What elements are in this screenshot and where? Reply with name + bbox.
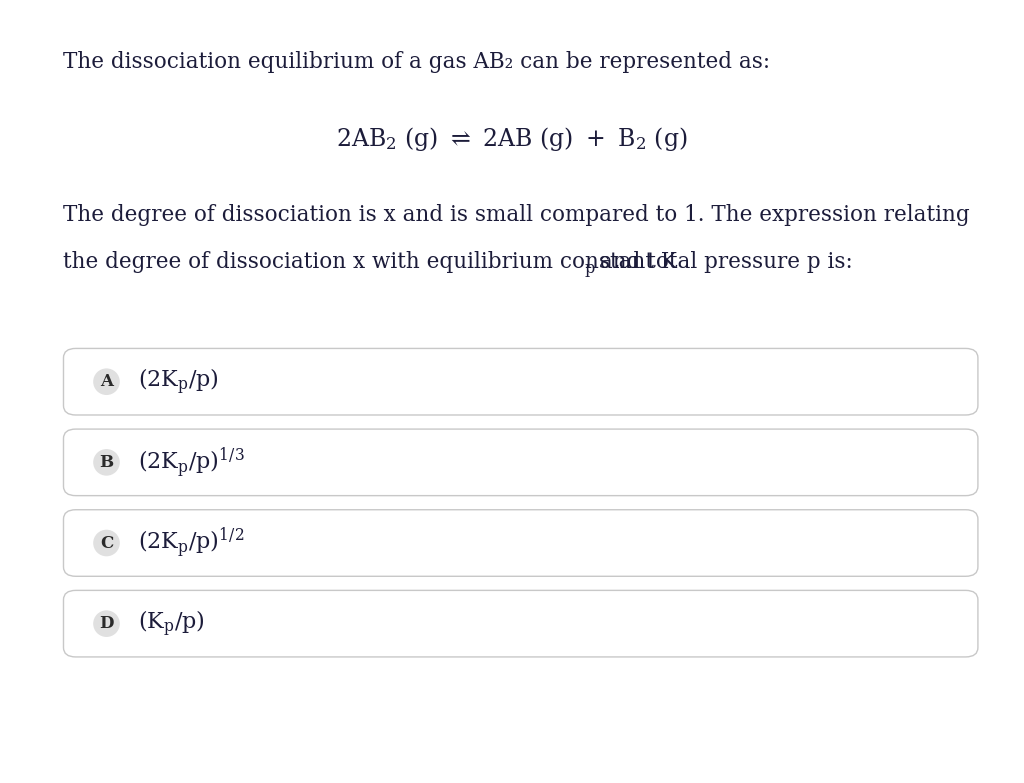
Text: C: C	[100, 535, 113, 551]
Ellipse shape	[93, 449, 120, 476]
Text: The dissociation equilibrium of a gas AB₂ can be represented as:: The dissociation equilibrium of a gas AB…	[63, 51, 771, 73]
Text: $\mathregular{(2K_p/p)^{1/2}}$: $\mathregular{(2K_p/p)^{1/2}}$	[138, 525, 245, 561]
Ellipse shape	[93, 529, 120, 557]
Text: B: B	[99, 454, 114, 471]
FancyBboxPatch shape	[63, 510, 978, 576]
FancyBboxPatch shape	[63, 348, 978, 415]
Text: $\mathregular{2AB_2\ (g)\ \rightleftharpoons\ 2AB\ (g)\ +\ B_2\ (g)}$: $\mathregular{2AB_2\ (g)\ \rightleftharp…	[336, 125, 688, 153]
Ellipse shape	[93, 368, 120, 395]
FancyBboxPatch shape	[63, 590, 978, 657]
Text: D: D	[99, 615, 114, 632]
Text: p: p	[585, 260, 595, 277]
Text: The degree of dissociation is x and is small compared to 1. The expression relat: The degree of dissociation is x and is s…	[63, 204, 970, 226]
Text: $\mathregular{(2K_p/p)^{1/3}}$: $\mathregular{(2K_p/p)^{1/3}}$	[138, 445, 245, 480]
Text: A: A	[100, 373, 113, 390]
Ellipse shape	[93, 610, 120, 637]
Text: $\mathregular{(2K_p/p)}$: $\mathregular{(2K_p/p)}$	[138, 366, 219, 397]
Text: the degree of dissociation x with equilibrium constant K: the degree of dissociation x with equili…	[63, 251, 677, 272]
FancyBboxPatch shape	[63, 429, 978, 496]
Text: and total pressure p is:: and total pressure p is:	[593, 251, 852, 272]
Text: $\mathregular{(K_p/p)}$: $\mathregular{(K_p/p)}$	[138, 608, 205, 639]
